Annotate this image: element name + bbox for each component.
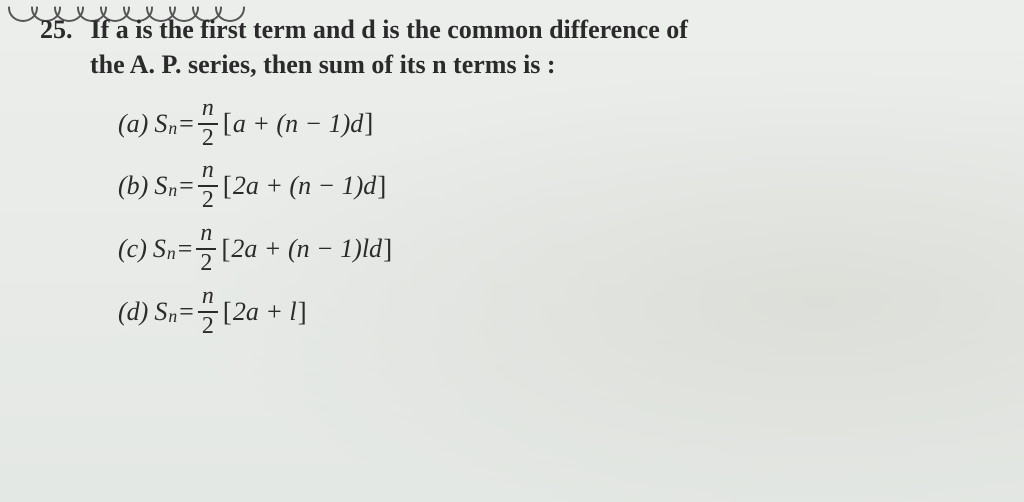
option-label: (a) [118,94,148,154]
fraction: n 2 [198,159,218,213]
symbol-S: S [154,94,167,154]
fraction-denominator: 2 [198,315,218,339]
option-b: (b) Sn = n 2 [ 2a + (n − 1)d ] [118,155,994,218]
fraction: n 2 [196,222,216,276]
equals-sign: = [178,219,193,279]
option-d: (d) Sn = n 2 [ 2a + l ] [118,281,994,344]
bracket-inner: 2a + l [233,282,297,342]
open-bracket: [ [222,155,233,218]
option-label: (d) [118,282,148,342]
close-bracket: ] [376,155,387,218]
formula: Sn = n 2 [ 2a + l ] [154,281,307,344]
close-bracket: ] [297,281,308,344]
option-list: (a) Sn = n 2 [ a + (n − 1)d ] (b) Sn = [40,92,994,343]
subscript-n: n [168,296,177,337]
fraction-denominator: 2 [198,189,218,213]
formula: Sn = n 2 [ a + (n − 1)d ] [154,92,374,155]
option-a: (a) Sn = n 2 [ a + (n − 1)d ] [118,92,994,155]
equals-sign: = [179,94,194,154]
close-bracket: ] [382,218,393,281]
bracket-inner: 2a + (n − 1)ld [231,219,382,279]
symbol-S: S [153,219,166,279]
subscript-n: n [168,170,177,211]
option-label: (c) [118,219,147,279]
open-bracket: [ [222,281,233,344]
fraction-numerator: n [198,97,218,121]
symbol-S: S [154,282,167,342]
open-bracket: [ [220,218,231,281]
equals-sign: = [179,282,194,342]
question-line-1: If a is the first term and d is the comm… [91,15,688,44]
question-line-2: the A. P. series, then sum of its n term… [40,47,994,82]
open-bracket: [ [222,92,233,155]
fraction: n 2 [198,285,218,339]
subscript-n: n [167,233,176,274]
formula: Sn = n 2 [ 2a + (n − 1)d ] [154,155,387,218]
bracket-inner: 2a + (n − 1)d [233,156,376,216]
close-bracket: ] [363,92,374,155]
option-label: (b) [118,156,148,216]
page-content: 25. If a is the first term and d is the … [40,12,994,343]
symbol-S: S [154,156,167,216]
fraction-numerator: n [198,285,218,309]
question-text: 25. If a is the first term and d is the … [40,12,994,82]
question-number: 25. [40,12,84,47]
option-c: (c) Sn = n 2 [ 2a + (n − 1)ld ] [118,218,994,281]
fraction-denominator: 2 [198,127,218,151]
fraction-denominator: 2 [196,252,216,276]
fraction-numerator: n [196,222,216,246]
fraction: n 2 [198,97,218,151]
fraction-numerator: n [198,159,218,183]
subscript-n: n [168,108,177,149]
bracket-inner: a + (n − 1)d [233,94,363,154]
equals-sign: = [179,156,194,216]
formula: Sn = n 2 [ 2a + (n − 1)ld ] [153,218,393,281]
